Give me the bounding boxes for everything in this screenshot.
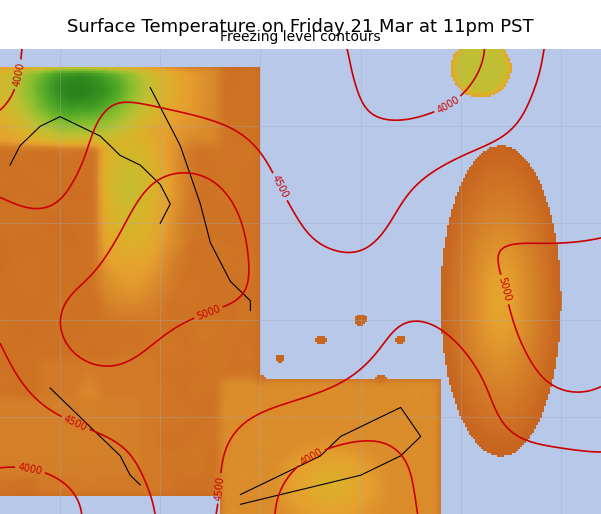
- Text: 4000: 4000: [435, 95, 461, 116]
- Text: 5000: 5000: [195, 303, 222, 321]
- Text: Freezing level contours: Freezing level contours: [220, 30, 381, 44]
- Text: 4000: 4000: [17, 462, 43, 476]
- Text: Surface Temperature on Friday 21 Mar at 11pm PST: Surface Temperature on Friday 21 Mar at …: [67, 18, 534, 36]
- Text: 4500: 4500: [213, 475, 225, 501]
- Text: 4500: 4500: [63, 414, 89, 433]
- Text: 4500: 4500: [270, 174, 290, 200]
- Text: 4000: 4000: [11, 62, 26, 87]
- Text: 5000: 5000: [496, 277, 513, 303]
- Text: 4000: 4000: [298, 446, 324, 467]
